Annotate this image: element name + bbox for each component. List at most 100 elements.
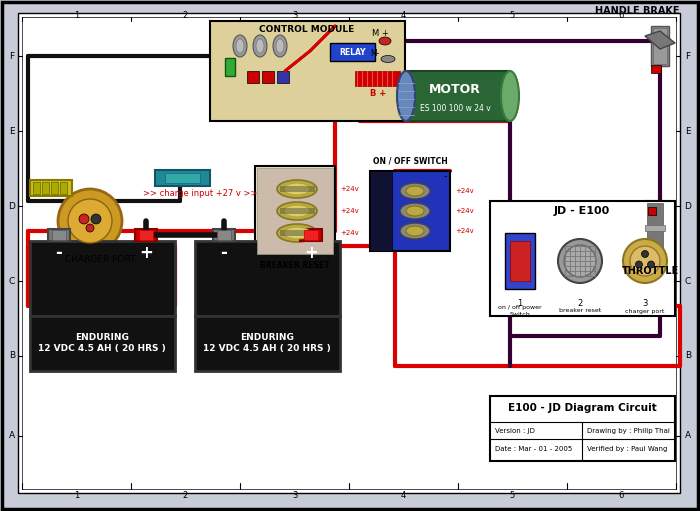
Text: +24v: +24v — [455, 228, 474, 234]
Text: 5: 5 — [510, 492, 515, 500]
Text: B: B — [685, 352, 691, 360]
Text: A: A — [9, 431, 15, 440]
Circle shape — [86, 224, 94, 232]
Ellipse shape — [276, 39, 284, 53]
Bar — [165, 173, 200, 183]
Text: -: - — [220, 244, 228, 262]
Text: RELAY: RELAY — [339, 48, 365, 57]
Text: 2: 2 — [578, 299, 582, 309]
Bar — [651, 26, 669, 66]
Bar — [52, 230, 66, 240]
Text: >> charge input +27 v >>: >> charge input +27 v >> — [143, 189, 258, 197]
Text: M-: M- — [370, 49, 379, 58]
Text: ENDURING
12 VDC 4.5 AH ( 20 HRS ): ENDURING 12 VDC 4.5 AH ( 20 HRS ) — [38, 333, 166, 353]
Bar — [255, 166, 335, 256]
Bar — [135, 229, 157, 241]
Text: E100 - JD Diagram Circuit: E100 - JD Diagram Circuit — [508, 403, 657, 413]
Bar — [33, 182, 40, 194]
Bar — [647, 203, 663, 254]
Ellipse shape — [406, 186, 424, 196]
Text: JD - E100: JD - E100 — [554, 206, 610, 216]
Bar — [304, 230, 318, 240]
Bar — [280, 230, 315, 236]
Text: 2: 2 — [183, 492, 188, 500]
Text: E: E — [685, 127, 691, 135]
Bar — [300, 229, 322, 241]
Text: 5: 5 — [510, 11, 515, 19]
Text: 1: 1 — [517, 299, 523, 309]
Bar — [370, 171, 392, 251]
Bar — [60, 182, 67, 194]
Ellipse shape — [277, 202, 317, 220]
Text: -: - — [55, 244, 62, 262]
Text: Drawing by : Philip Thai: Drawing by : Philip Thai — [587, 428, 670, 434]
Circle shape — [58, 189, 122, 253]
Circle shape — [630, 246, 660, 276]
Bar — [30, 241, 175, 316]
Bar — [30, 180, 72, 196]
Text: CONTROL MODULE: CONTROL MODULE — [260, 25, 355, 34]
Circle shape — [558, 239, 602, 283]
Ellipse shape — [236, 39, 244, 53]
Ellipse shape — [277, 224, 317, 242]
Text: E: E — [9, 127, 15, 135]
Text: B: B — [9, 352, 15, 360]
Circle shape — [623, 239, 667, 283]
Ellipse shape — [406, 206, 424, 216]
Bar — [355, 71, 400, 86]
Bar — [257, 168, 333, 254]
Ellipse shape — [253, 35, 267, 57]
Bar — [210, 21, 405, 121]
Text: THROTTLE: THROTTLE — [622, 266, 678, 276]
Circle shape — [79, 214, 89, 224]
Bar — [155, 170, 210, 186]
Text: CHARGER PORT: CHARGER PORT — [64, 254, 135, 264]
Text: Version : JD: Version : JD — [495, 428, 535, 434]
Text: F: F — [685, 52, 691, 60]
Text: +: + — [304, 244, 318, 262]
Text: +24v: +24v — [340, 186, 358, 192]
Text: ENDURING
12 VDC 4.5 AH ( 20 HRS ): ENDURING 12 VDC 4.5 AH ( 20 HRS ) — [203, 333, 331, 353]
Text: F: F — [9, 52, 15, 60]
Circle shape — [564, 245, 596, 277]
Text: -: - — [443, 171, 447, 181]
Ellipse shape — [400, 203, 430, 219]
Text: Verified by : Paul Wang: Verified by : Paul Wang — [587, 446, 667, 452]
Text: M +: M + — [372, 29, 389, 37]
Ellipse shape — [400, 183, 430, 199]
Text: D: D — [8, 201, 15, 211]
Circle shape — [648, 261, 654, 268]
Bar — [48, 229, 70, 241]
Bar — [42, 182, 49, 194]
Text: charger port: charger port — [625, 309, 665, 314]
Text: B +: B + — [370, 88, 386, 98]
Bar — [139, 230, 153, 240]
Ellipse shape — [501, 71, 519, 121]
Text: 1: 1 — [74, 492, 79, 500]
Circle shape — [636, 261, 643, 268]
Bar — [30, 316, 175, 371]
Text: 6: 6 — [619, 11, 624, 19]
Text: 2: 2 — [183, 11, 188, 19]
Text: 3: 3 — [292, 492, 298, 500]
Bar — [225, 58, 235, 76]
Bar — [490, 201, 675, 316]
Text: 4: 4 — [401, 11, 406, 19]
Bar — [277, 71, 289, 83]
Text: 6: 6 — [619, 492, 624, 500]
Ellipse shape — [406, 226, 424, 236]
Polygon shape — [645, 31, 675, 49]
Bar — [653, 28, 667, 64]
Ellipse shape — [397, 71, 415, 121]
Text: 1: 1 — [74, 11, 79, 19]
Circle shape — [91, 214, 101, 224]
Text: D: D — [685, 201, 692, 211]
Text: 3: 3 — [292, 11, 298, 19]
Text: HANDLE BRAKE: HANDLE BRAKE — [595, 6, 679, 16]
Bar — [195, 241, 340, 316]
Bar — [213, 229, 235, 241]
Circle shape — [68, 199, 112, 243]
Ellipse shape — [277, 180, 317, 198]
Text: 4: 4 — [401, 492, 406, 500]
Bar — [510, 241, 530, 281]
